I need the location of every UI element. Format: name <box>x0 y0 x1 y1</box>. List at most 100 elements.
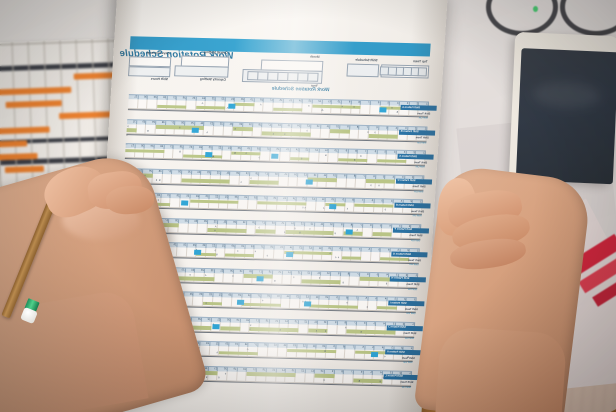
shift-block[interactable] <box>273 107 303 112</box>
day-number: 7 <box>360 223 362 227</box>
table-row[interactable]: 1234567891011121314151617181920212223242… <box>127 94 430 118</box>
shift-block[interactable] <box>262 131 311 137</box>
shift-block[interactable] <box>314 373 335 378</box>
shift-block[interactable] <box>220 326 241 331</box>
shift-block[interactable] <box>354 203 394 208</box>
highlighted-cell[interactable] <box>286 251 294 258</box>
shift-block[interactable] <box>346 329 396 335</box>
shift-block[interactable] <box>337 157 368 163</box>
shift-block[interactable] <box>157 104 187 109</box>
shift-block[interactable] <box>249 327 299 332</box>
shift-block[interactable] <box>249 180 279 185</box>
highlighted-cell[interactable] <box>379 107 387 113</box>
header-field-box[interactable] <box>174 65 229 78</box>
shift-block[interactable] <box>309 304 359 309</box>
day-number: 18 <box>260 98 264 102</box>
shift-block[interactable] <box>372 232 392 237</box>
cell-value: 8 <box>360 154 362 158</box>
day-number: 8 <box>352 198 354 203</box>
day-number: 12 <box>312 198 316 202</box>
day-number: 26 <box>182 96 186 100</box>
header-grid-cell <box>247 71 259 81</box>
shift-block[interactable] <box>195 105 226 110</box>
shift-block[interactable] <box>246 372 296 377</box>
day-number: 25 <box>189 146 193 150</box>
day-number: 14 <box>295 148 299 152</box>
highlighted-cell[interactable] <box>303 301 311 307</box>
table-row[interactable]: 1234567891011121314151617181920212223242… <box>124 143 426 167</box>
day-number: 16 <box>274 172 278 176</box>
table-row[interactable]: 1234567891011121314151617181920212223242… <box>126 118 428 142</box>
shift-block[interactable] <box>289 156 310 161</box>
cell-value: A <box>212 155 215 159</box>
day-number: 29 <box>152 120 156 124</box>
table-row[interactable]: 1234567891011121314151617181920212223242… <box>121 191 423 215</box>
shift-block[interactable] <box>376 158 407 164</box>
cell-value: 4 <box>335 256 337 260</box>
highlighted-cell[interactable] <box>370 351 378 358</box>
shift-block[interactable] <box>341 255 362 260</box>
cell-value: 4 <box>261 299 264 303</box>
day-number: 17 <box>262 221 266 225</box>
cell-value: 9 <box>300 157 303 161</box>
shift-block[interactable] <box>301 279 341 284</box>
highlighted-cell[interactable] <box>328 204 337 210</box>
day-number: 13 <box>303 173 307 177</box>
highlighted-cell[interactable] <box>256 275 264 282</box>
highlighted-cell[interactable] <box>205 152 213 158</box>
cell-value: 8 <box>234 127 237 131</box>
cell-value: 0 <box>189 273 192 277</box>
shift-block[interactable] <box>234 102 255 107</box>
cell-value: 0 <box>367 130 369 134</box>
highlighted-cell[interactable] <box>212 323 220 329</box>
shift-block[interactable] <box>181 178 231 184</box>
day-number: 4 <box>380 371 382 375</box>
table-row[interactable]: 1234567891011121314151617181920212223242… <box>123 167 425 191</box>
day-number: 12 <box>305 295 309 299</box>
shift-block[interactable] <box>219 350 259 356</box>
highlighted-cell[interactable] <box>193 249 202 256</box>
cell-value: 0 <box>258 156 261 160</box>
shift-block[interactable] <box>183 154 223 159</box>
shift-block[interactable] <box>368 134 398 139</box>
shift-block[interactable] <box>257 200 307 206</box>
shift-block[interactable] <box>284 230 334 235</box>
highlighted-cell[interactable] <box>236 299 244 306</box>
header-grid-cell <box>267 71 279 81</box>
shift-block[interactable] <box>330 129 350 134</box>
cell-value: 4 <box>329 252 331 256</box>
header-field-box[interactable] <box>346 63 380 78</box>
highlighted-cell[interactable] <box>181 200 189 206</box>
day-number: 14 <box>289 246 293 250</box>
highlighted-cell[interactable] <box>271 153 279 160</box>
day-number: 23 <box>207 170 211 175</box>
cell-value: 0 <box>353 105 355 109</box>
shift-block[interactable] <box>233 126 253 131</box>
day-number: 21 <box>223 220 227 224</box>
day-number: 10 <box>336 125 340 129</box>
highlighted-cell[interactable] <box>305 178 314 185</box>
shift-block[interactable] <box>175 276 215 281</box>
shift-block[interactable] <box>255 229 276 234</box>
highlighted-cell[interactable] <box>345 228 353 235</box>
highlighted-cell[interactable] <box>191 127 199 133</box>
day-number: 15 <box>282 197 287 201</box>
day-number: 11 <box>323 173 327 177</box>
day-number: 25 <box>190 121 194 125</box>
shift-block[interactable] <box>241 302 281 307</box>
day-number: 24 <box>189 292 193 297</box>
shift-block[interactable] <box>287 348 336 354</box>
table-row[interactable]: 1234567891011121314151617181920212223242… <box>120 216 422 240</box>
shift-block[interactable] <box>207 228 247 233</box>
cell-value: A <box>259 103 262 107</box>
day-number: 9 <box>345 149 348 153</box>
highlighted-cell[interactable] <box>227 103 236 109</box>
day-number: 8 <box>353 174 356 178</box>
day-number: 18 <box>258 123 262 127</box>
shift-block[interactable] <box>189 199 239 205</box>
day-number: 19 <box>242 220 246 224</box>
day-number: 10 <box>322 345 326 349</box>
day-number: 20 <box>234 196 238 200</box>
shift-block[interactable] <box>225 253 255 258</box>
day-number: 17 <box>258 270 263 274</box>
